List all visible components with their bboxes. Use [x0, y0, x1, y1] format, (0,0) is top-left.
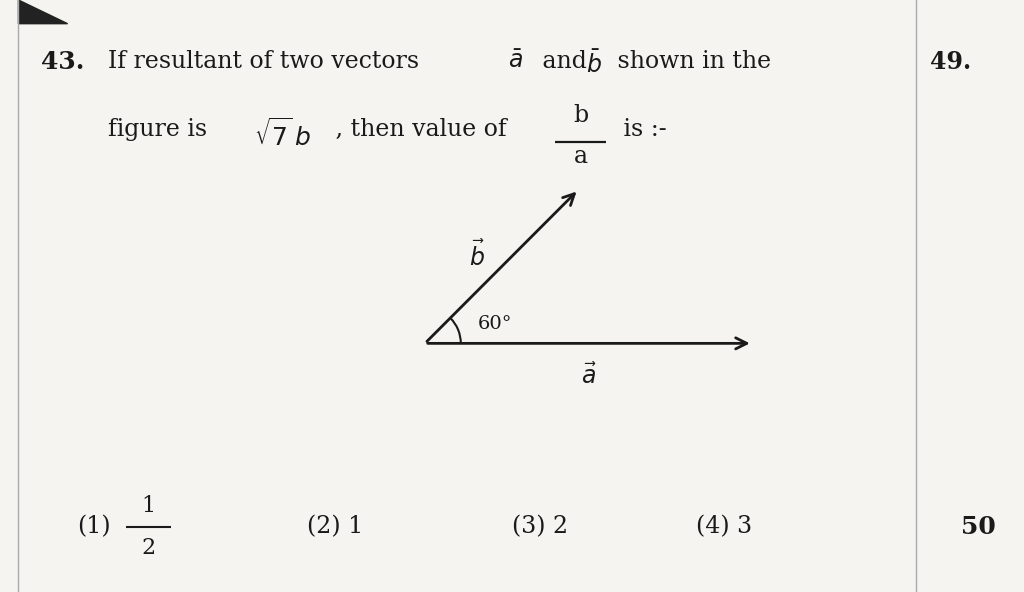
Text: 43.: 43. — [41, 50, 84, 75]
Polygon shape — [18, 0, 68, 24]
Text: $\vec{b}$: $\vec{b}$ — [469, 240, 484, 271]
Text: 1: 1 — [141, 495, 156, 517]
Text: If resultant of two vectors: If resultant of two vectors — [108, 50, 426, 73]
Text: is :-: is :- — [616, 118, 667, 141]
Text: (4) 3: (4) 3 — [696, 516, 753, 538]
Text: 49.: 49. — [930, 50, 971, 75]
Text: b: b — [573, 104, 588, 127]
Text: 50: 50 — [961, 515, 995, 539]
Text: (3) 2: (3) 2 — [512, 516, 568, 538]
Text: $\vec{a}$: $\vec{a}$ — [581, 363, 597, 389]
Text: shown in the: shown in the — [610, 50, 771, 73]
Text: (2) 1: (2) 1 — [307, 516, 364, 538]
Text: $\sqrt{7}\,b$: $\sqrt{7}\,b$ — [254, 118, 311, 151]
Text: $\bar{a}$: $\bar{a}$ — [508, 50, 523, 73]
Text: , then value of: , then value of — [328, 118, 514, 141]
Text: 2: 2 — [141, 536, 156, 559]
Text: (1): (1) — [77, 516, 111, 538]
Text: 60°: 60° — [478, 315, 513, 333]
Text: figure is: figure is — [108, 118, 214, 141]
Text: $\bar{b}$: $\bar{b}$ — [586, 50, 601, 78]
Text: a: a — [573, 145, 588, 168]
Text: and: and — [535, 50, 594, 73]
